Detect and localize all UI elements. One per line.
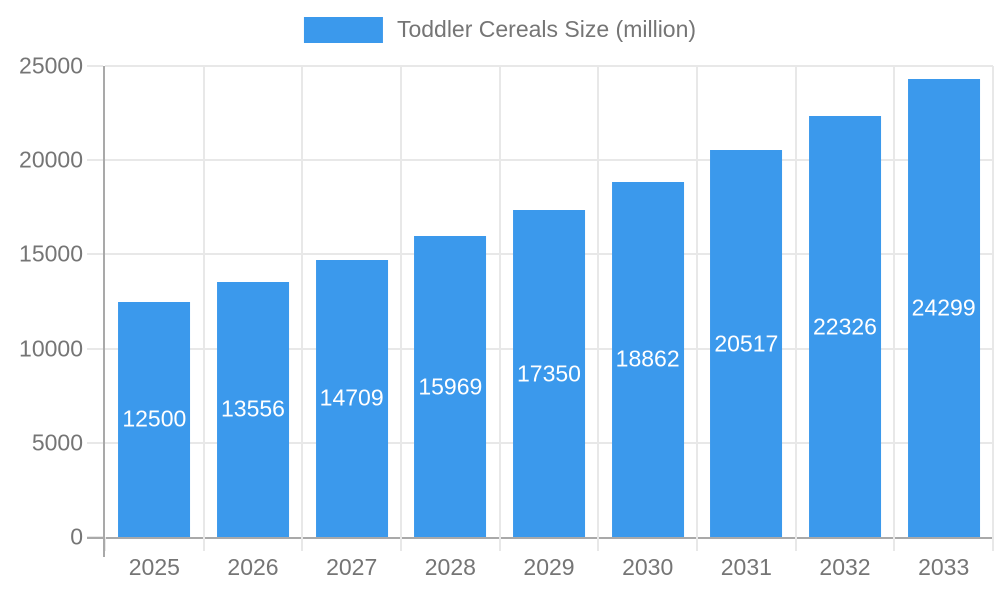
x-axis-tick	[104, 537, 106, 551]
bar-value-label: 12500	[122, 405, 187, 432]
legend-swatch	[303, 16, 383, 43]
x-gridline	[202, 66, 205, 537]
bar-2027[interactable]: 14709	[315, 259, 388, 537]
x-gridline	[695, 66, 698, 537]
legend[interactable]: Toddler Cereals Size (million)	[303, 16, 697, 43]
x-axis-label: 2032	[819, 554, 871, 580]
x-gridline	[498, 66, 501, 537]
bar-value-label: 22326	[813, 313, 877, 340]
y-axis-label: 15000	[19, 240, 83, 267]
x-axis-label: 2025	[128, 554, 180, 580]
x-gridline	[794, 66, 797, 537]
x-axis-tick	[695, 537, 698, 551]
plot-area: 0 5000 10000 15000 20000 25000 12500 2025 13556 2…	[19, 53, 994, 580]
bar-2028[interactable]: 15969	[414, 236, 487, 537]
y-axis-line-extension	[103, 537, 105, 557]
bar-2030[interactable]: 18862	[611, 181, 684, 537]
bar-value-label: 18862	[615, 345, 680, 372]
y-axis-label: 5000	[31, 429, 83, 456]
x-axis-tick	[992, 537, 994, 551]
legend-label: Toddler Cereals Size (million)	[396, 16, 697, 42]
y-gridline	[105, 159, 993, 162]
x-gridline	[597, 66, 600, 537]
bar-value-label: 17350	[517, 360, 581, 387]
bar-2033[interactable]: 24299	[907, 79, 980, 537]
x-axis-label: 2027	[326, 554, 378, 580]
x-gridline	[301, 66, 304, 537]
x-axis-tick	[597, 537, 600, 551]
x-axis-tick	[794, 537, 797, 551]
bar-value-label: 15969	[418, 373, 483, 400]
bar-2031[interactable]: 20517	[710, 150, 783, 537]
x-axis-label: 2028	[424, 554, 476, 580]
y-axis-tick	[87, 65, 103, 67]
y-axis-label: 25000	[19, 52, 83, 79]
y-axis-tick	[87, 159, 103, 162]
y-axis-label: 20000	[19, 146, 83, 173]
x-axis-label: 2026	[227, 554, 279, 580]
x-axis-tick	[301, 537, 304, 551]
bar-value-label: 20517	[714, 330, 779, 357]
bar-value-label: 24299	[911, 294, 976, 321]
y-axis-label: 10000	[19, 335, 83, 362]
y-axis-tick	[87, 441, 103, 444]
x-gridline	[399, 66, 402, 537]
x-axis-label: 2033	[918, 554, 970, 580]
x-axis-label: 2031	[720, 554, 772, 580]
bar-2032[interactable]: 22326	[809, 116, 881, 537]
bar-2026[interactable]: 13556	[217, 281, 289, 537]
x-axis-line-extension	[87, 537, 105, 539]
bar-2029[interactable]: 17350	[513, 210, 585, 537]
x-gridline	[992, 66, 994, 537]
y-axis-tick	[87, 347, 103, 350]
x-axis-label: 2029	[523, 554, 575, 580]
bar-value-label: 14709	[319, 384, 384, 411]
y-axis-tick	[87, 253, 103, 256]
x-axis-label: 2030	[622, 554, 674, 580]
x-axis-tick	[893, 537, 896, 551]
x-axis-tick	[399, 537, 402, 551]
y-gridline	[105, 65, 993, 67]
x-gridline	[893, 66, 896, 537]
x-axis-tick	[498, 537, 501, 551]
y-axis-label: 0	[70, 523, 83, 550]
bar-2025[interactable]: 12500	[118, 301, 191, 537]
x-axis-tick	[202, 537, 205, 551]
bar-value-label: 13556	[220, 395, 285, 422]
